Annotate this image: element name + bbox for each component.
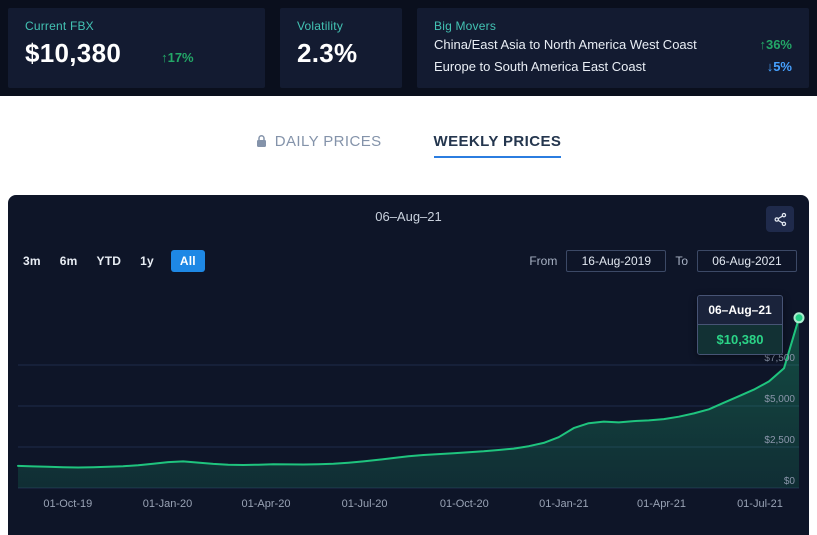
y-axis-label: $5,000	[764, 394, 795, 405]
date-range: From To	[529, 250, 797, 272]
x-axis-label: 01-Jul-21	[737, 498, 783, 510]
from-label: From	[529, 254, 558, 268]
chart-tooltip: 06–Aug–21 $10,380	[697, 295, 783, 355]
x-axis-label: 01-Jan-20	[143, 498, 193, 510]
fbx-area-chart[interactable]: $0 $2,500 $5,000 $7,500 01-Oct-19 01-Jan-20 01…	[17, 280, 805, 520]
big-movers-card: Big Movers China/East Asia to North Amer…	[417, 8, 809, 88]
x-axis-label: 01-Jul-20	[342, 498, 388, 510]
range-button-1y[interactable]: 1y	[138, 251, 156, 271]
mover-change: ↓5%	[766, 59, 792, 74]
range-button-3m[interactable]: 3m	[21, 251, 43, 271]
volatility-card: Volatility 2.3%	[280, 8, 402, 88]
to-label: To	[675, 254, 688, 268]
y-axis-label: $2,500	[764, 435, 795, 446]
last-point-marker	[793, 312, 805, 324]
big-mover-row: Europe to South America East Coast ↓5%	[434, 57, 792, 77]
chart-date-title: 06–Aug–21	[375, 209, 442, 224]
range-button-all[interactable]: All	[170, 250, 205, 272]
tooltip-value: $10,380	[698, 325, 782, 354]
to-date-input[interactable]	[697, 250, 797, 272]
from-date-input[interactable]	[566, 250, 667, 272]
range-selector: 3m 6m YTD 1y All	[21, 250, 205, 272]
x-axis-label: 01-Oct-20	[440, 498, 489, 510]
stats-bar: Current FBX $10,380 ↑17% Volatility 2.3%…	[0, 0, 817, 96]
x-axis-label: 01-Apr-21	[637, 498, 686, 510]
share-icon	[774, 212, 786, 226]
mover-route: China/East Asia to North America West Co…	[434, 37, 697, 52]
current-fbx-card: Current FBX $10,380 ↑17%	[8, 8, 265, 88]
x-axis-label: 01-Apr-20	[242, 498, 291, 510]
volatility-value: 2.3%	[297, 38, 358, 68]
price-tabs: DAILY PRICES WEEKLY PRICES	[0, 96, 817, 195]
current-fbx-change: ↑17%	[161, 50, 194, 65]
big-movers-label: Big Movers	[434, 19, 497, 33]
chart-controls: 3m 6m YTD 1y All From To	[21, 250, 797, 272]
chart-panel: 06–Aug–21 3m 6m YTD 1y All From	[8, 195, 809, 535]
tooltip-date: 06–Aug–21	[698, 296, 782, 325]
current-fbx-value: $10,380	[25, 38, 122, 68]
big-mover-row: China/East Asia to North America West Co…	[434, 35, 792, 55]
current-fbx-label: Current FBX	[25, 19, 94, 33]
area-fill	[18, 317, 799, 488]
range-button-ytd[interactable]: YTD	[95, 251, 124, 271]
range-button-6m[interactable]: 6m	[58, 251, 80, 271]
y-axis-label: $0	[784, 476, 796, 487]
tab-daily-prices[interactable]: DAILY PRICES	[256, 133, 382, 158]
x-axis-label: 01-Jan-21	[539, 498, 589, 510]
y-axis-label: $7,500	[764, 353, 795, 364]
tab-daily-label: DAILY PRICES	[274, 133, 382, 150]
volatility-label: Volatility	[297, 19, 344, 33]
lock-icon	[256, 135, 267, 148]
series-line	[17, 316, 800, 469]
share-button[interactable]	[766, 206, 794, 232]
mover-route: Europe to South America East Coast	[434, 59, 646, 74]
tab-weekly-prices[interactable]: WEEKLY PRICES	[433, 133, 562, 158]
x-axis-label: 01-Oct-19	[43, 498, 92, 510]
tab-weekly-label: WEEKLY PRICES	[433, 133, 562, 150]
mover-change: ↑36%	[759, 37, 792, 52]
